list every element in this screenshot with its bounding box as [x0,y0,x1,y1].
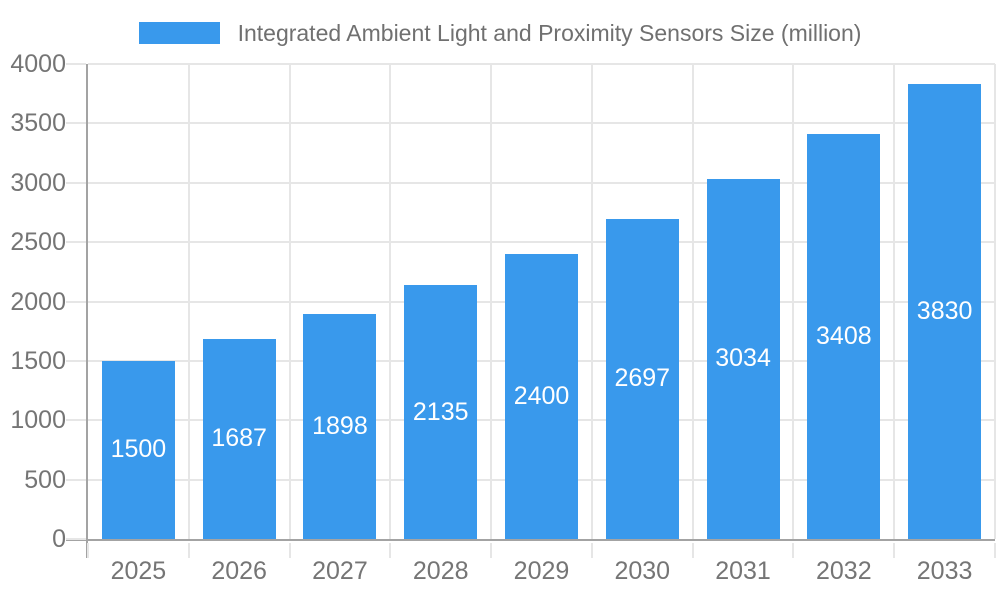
y-axis-tick [66,63,86,65]
x-axis-tick [792,543,795,558]
bar-value-label: 3408 [816,322,872,351]
gridline-horizontal [88,122,995,125]
gridline-vertical [590,64,593,539]
x-tick-label: 2031 [715,557,771,585]
x-axis-tick [893,543,896,558]
gridline-vertical [490,64,493,539]
bar-value-label: 1898 [312,411,368,440]
legend: Integrated Ambient Light and Proximity S… [0,21,1000,45]
y-axis-tick [66,300,86,303]
x-axis-tick [288,543,291,558]
gridline-vertical [893,64,896,539]
x-axis-tick [691,543,694,558]
y-tick-label: 500 [24,465,66,494]
x-axis-labels: 2025 2026 2027 2028 2029 2030 2031 2032 2033 [88,559,995,589]
y-axis-tick [66,122,86,125]
gridline-horizontal [88,63,995,65]
bar-2031[interactable]: 3034 [706,178,780,539]
x-axis-tick [994,543,996,558]
x-axis-tick [590,543,593,558]
gridline-vertical [389,64,392,539]
x-axis-tick [187,543,190,558]
gridline-vertical [288,64,291,539]
legend-label: Integrated Ambient Light and Proximity S… [237,20,862,46]
legend-item[interactable]: Integrated Ambient Light and Proximity S… [138,20,862,46]
bar-value-label: 2135 [412,397,469,426]
y-axis-tick [66,538,86,540]
gridline-vertical [691,64,694,539]
y-tick-label: 4000 [10,50,66,78]
bar-value-label: 1687 [211,424,267,453]
plot-area: 1500 1687 1898 2135 2400 2697 3034 3408 3830 [66,63,996,558]
bar-2025[interactable]: 1500 [101,360,175,539]
bar-2028[interactable]: 2135 [404,285,478,539]
legend-swatch [138,22,220,44]
bar-value-label: 1500 [110,435,167,464]
y-tick-label: 1000 [10,406,66,435]
x-axis-tick [490,543,493,558]
bar-2029[interactable]: 2400 [505,254,578,539]
bar-value-label: 2697 [614,364,671,393]
x-tick-label: 2026 [211,557,267,585]
y-tick-label: 3500 [10,109,66,138]
y-tick-label: 0 [52,525,66,553]
x-tick-label: 2029 [513,557,570,585]
bar-value-label: 2400 [513,382,570,410]
gridline-vertical [187,64,190,539]
y-axis-tick [66,181,86,184]
gridline-horizontal [88,241,995,244]
bar-value-label: 3830 [916,297,973,326]
bar-value-label: 3034 [715,344,771,373]
x-tick-label: 2030 [614,557,671,585]
bar-2030[interactable]: 2697 [605,218,679,539]
y-tick-label: 2000 [10,287,66,316]
x-axis-tick [389,543,392,558]
gridline-vertical [994,64,996,539]
y-axis-tick [66,359,86,362]
x-axis-line-extension [66,539,86,541]
y-tick-label: 1500 [10,346,66,375]
y-tick-label: 2500 [10,228,66,257]
gridline-horizontal [88,181,995,184]
bar-2026[interactable]: 1687 [202,338,276,539]
y-axis-tick [66,241,86,244]
bar-2027[interactable]: 1898 [303,313,377,539]
x-tick-label: 2032 [816,557,872,585]
x-tick-label: 2033 [916,557,973,585]
x-tick-label: 2027 [312,557,368,585]
x-tick-label: 2025 [110,557,167,585]
x-axis-tick [87,543,89,558]
bar-2032[interactable]: 3408 [807,134,881,539]
bar-2033[interactable]: 3830 [908,84,982,539]
y-tick-label: 3000 [10,168,66,197]
y-axis-tick [66,419,86,422]
x-tick-label: 2028 [412,557,469,585]
gridline-vertical [792,64,795,539]
y-axis-tick [66,478,86,481]
